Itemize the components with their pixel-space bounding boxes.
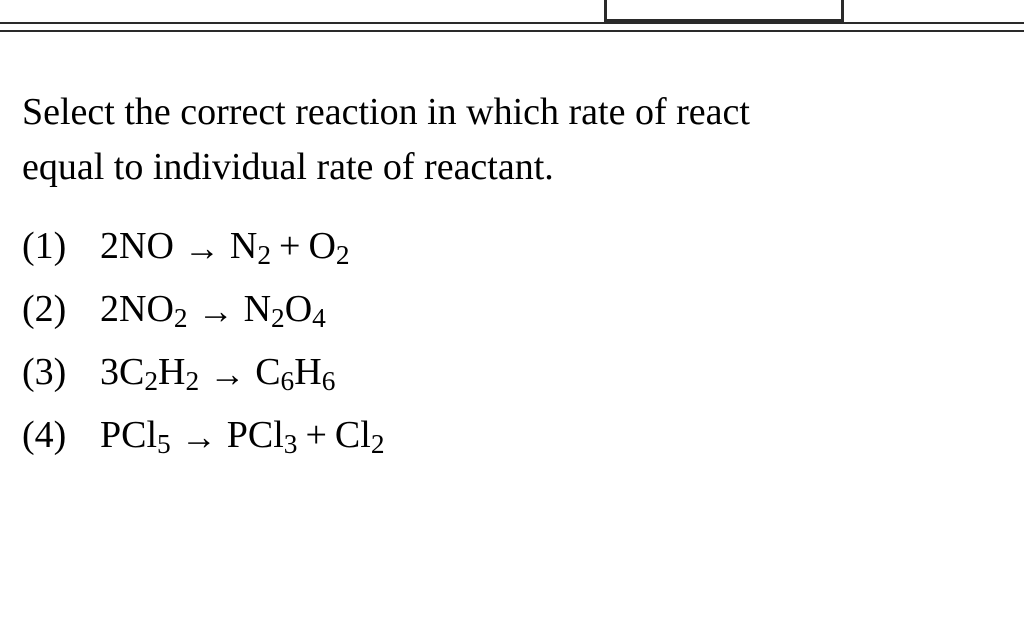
arrow-icon: →	[198, 284, 234, 340]
subscript: 2	[144, 360, 158, 402]
plus: +	[305, 406, 326, 465]
formula: NO	[119, 280, 174, 339]
subscript: 2	[186, 360, 200, 402]
option-1: (1) 2NO→N2+O2	[22, 217, 1024, 276]
option-3: (3) 3C2H2→C6H6	[22, 343, 1024, 402]
plus: +	[279, 217, 300, 276]
option-1-number: (1)	[22, 217, 100, 276]
frame-box	[604, 0, 844, 22]
option-4-number: (4)	[22, 406, 100, 465]
subscript: 2	[174, 297, 188, 339]
arrow-icon: →	[181, 410, 217, 466]
option-2-equation: 2NO2→N2O4	[100, 280, 326, 339]
option-3-equation: 3C2H2→C6H6	[100, 343, 335, 402]
formula: PCl	[100, 406, 157, 465]
formula: NO	[119, 217, 174, 276]
subscript: 6	[322, 360, 336, 402]
options-list: (1) 2NO→N2+O2 (2) 2NO2→N2O4 (3) 3C2H2→C6…	[0, 195, 1024, 465]
subscript: 5	[157, 423, 171, 465]
subscript: 2	[371, 423, 385, 465]
formula: N	[244, 280, 271, 339]
formula: O	[285, 280, 312, 339]
option-2: (2) 2NO2→N2O4	[22, 280, 1024, 339]
question-line-2: equal to individual rate of reactant.	[22, 146, 554, 188]
subscript: 4	[312, 297, 326, 339]
formula: H	[158, 343, 185, 402]
subscript: 6	[281, 360, 295, 402]
option-2-number: (2)	[22, 280, 100, 339]
formula: N	[230, 217, 257, 276]
formula: H	[294, 343, 321, 402]
formula: Cl	[335, 406, 371, 465]
option-1-equation: 2NO→N2+O2	[100, 217, 350, 276]
formula: O	[308, 217, 335, 276]
arrow-icon: →	[184, 221, 220, 277]
horizontal-rule-1	[0, 22, 1024, 24]
coef: 2	[100, 217, 119, 276]
subscript: 2	[271, 297, 285, 339]
horizontal-rule-2	[0, 30, 1024, 32]
subscript: 3	[284, 423, 298, 465]
option-4: (4) PCl5→PCl3+Cl2	[22, 406, 1024, 465]
frame-rule-area	[0, 0, 1024, 40]
question-stem: Select the correct reaction in which rat…	[0, 40, 1024, 195]
formula: C	[119, 343, 144, 402]
arrow-icon: →	[209, 347, 245, 403]
subscript: 2	[257, 234, 271, 276]
formula: PCl	[227, 406, 284, 465]
coef: 3	[100, 343, 119, 402]
subscript: 2	[336, 234, 350, 276]
formula: C	[255, 343, 280, 402]
coef: 2	[100, 280, 119, 339]
option-3-number: (3)	[22, 343, 100, 402]
option-4-equation: PCl5→PCl3+Cl2	[100, 406, 385, 465]
question-line-1: Select the correct reaction in which rat…	[22, 91, 750, 133]
